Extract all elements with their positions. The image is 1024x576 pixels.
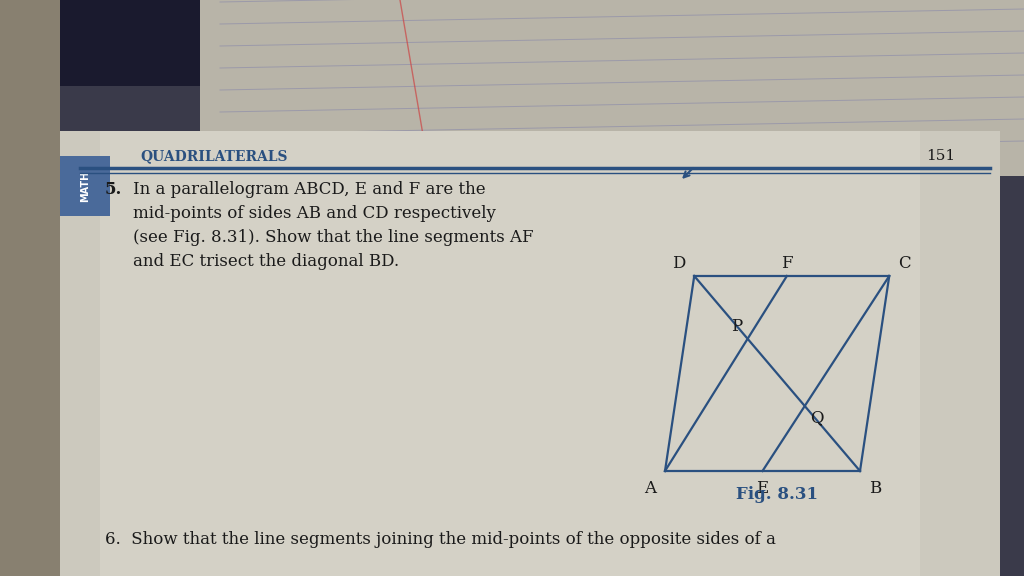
Bar [200,0,1024,176]
Text: 151: 151 [926,149,955,163]
Text: A: A [644,480,656,497]
Text: In a parallelogram ABCD, E and F are the: In a parallelogram ABCD, E and F are the [133,181,485,198]
Text: and EC trisect the diagonal BD.: and EC trisect the diagonal BD. [133,253,399,270]
Text: Fig. 8.31: Fig. 8.31 [736,486,818,503]
Bar [0,0,60,576]
Bar [100,131,920,576]
Text: B: B [869,480,882,497]
Bar [0,0,220,86]
Text: mid-points of sides AB and CD respectively: mid-points of sides AB and CD respective… [133,205,496,222]
Text: F: F [781,255,793,272]
Text: Q: Q [810,409,823,426]
Text: MATH: MATH [80,170,90,202]
Text: 6.  Show that the line segments joining the mid-points of the opposite sides of : 6. Show that the line segments joining t… [105,531,776,548]
Bar [60,156,110,216]
Text: P: P [731,318,742,335]
Text: D: D [672,255,685,272]
Text: 5.: 5. [105,181,123,198]
Text: QUADRILATERALS: QUADRILATERALS [140,149,288,163]
Text: (see Fig. 8.31). Show that the line segments AF: (see Fig. 8.31). Show that the line segm… [133,229,534,246]
Text: C: C [898,255,911,272]
Bar [60,131,1000,576]
Text: E: E [757,480,769,497]
